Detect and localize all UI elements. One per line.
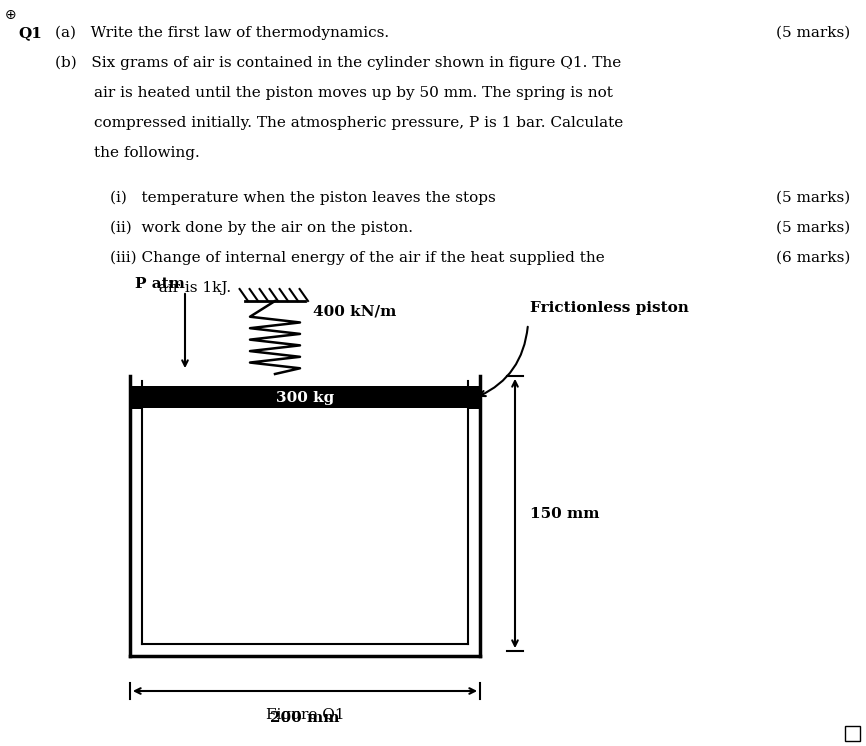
Text: 400 kN/m: 400 kN/m — [313, 304, 397, 318]
Bar — [130, 387, 142, 409]
Text: 200 mm: 200 mm — [270, 711, 339, 725]
Text: compressed initially. The atmospheric pressure, P is 1 bar. Calculate: compressed initially. The atmospheric pr… — [55, 116, 624, 130]
Text: (b)   Six grams of air is contained in the cylinder shown in figure Q1. The: (b) Six grams of air is contained in the… — [55, 56, 621, 70]
Text: (ii)  work done by the air on the piston.: (ii) work done by the air on the piston. — [110, 221, 413, 236]
Text: Figure Q1: Figure Q1 — [266, 708, 345, 722]
Text: (i)   temperature when the piston leaves the stops: (i) temperature when the piston leaves t… — [110, 191, 495, 205]
Text: P atm: P atm — [135, 277, 184, 291]
Text: Frictionless piston: Frictionless piston — [530, 301, 688, 315]
Text: (a)   Write the first law of thermodynamics.: (a) Write the first law of thermodynamic… — [55, 26, 389, 40]
Text: (5 marks): (5 marks) — [776, 191, 850, 205]
Text: (6 marks): (6 marks) — [776, 251, 850, 265]
Text: 150 mm: 150 mm — [530, 507, 599, 521]
Bar — [130, 386, 480, 408]
Text: air is heated until the piston moves up by 50 mm. The spring is not: air is heated until the piston moves up … — [55, 86, 613, 100]
Bar — [845, 726, 860, 741]
Text: Q1: Q1 — [18, 26, 42, 40]
Text: 300 kg: 300 kg — [276, 391, 334, 405]
Text: ⊕: ⊕ — [5, 8, 16, 22]
Text: (iii) Change of internal energy of the air if the heat supplied the: (iii) Change of internal energy of the a… — [110, 251, 604, 266]
Text: (5 marks): (5 marks) — [776, 26, 850, 40]
Text: air is 1kJ.: air is 1kJ. — [110, 281, 231, 295]
Text: (5 marks): (5 marks) — [776, 221, 850, 235]
Text: the following.: the following. — [55, 146, 200, 160]
Bar — [468, 387, 480, 409]
